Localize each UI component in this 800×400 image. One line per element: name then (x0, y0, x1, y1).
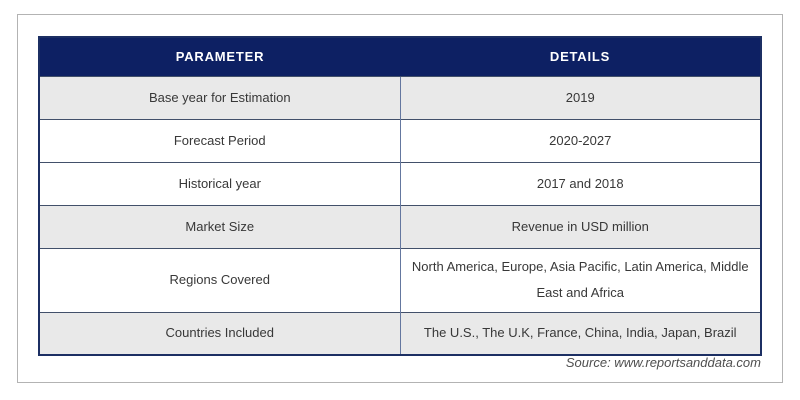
parameter-cell: Market Size (39, 204, 401, 248)
report-scope-card: PARAMETER DETAILS Base year for Estimati… (17, 14, 783, 383)
table-row: Forecast Period 2020-2027 (39, 118, 761, 162)
table-row: Market Size Revenue in USD million (39, 204, 761, 248)
parameter-cell: Countries Included (39, 311, 401, 355)
table-row: Regions Covered North America, Europe, A… (39, 247, 761, 312)
parameter-cell: Forecast Period (39, 118, 401, 162)
source-attribution: Source: www.reportsanddata.com (565, 355, 761, 370)
table-header-row: PARAMETER DETAILS (39, 37, 761, 77)
parameter-cell: Base year for Estimation (39, 75, 401, 119)
details-cell: North America, Europe, Asia Pacific, Lat… (400, 247, 761, 312)
table-row: Countries Included The U.S., The U.K, Fr… (39, 311, 761, 355)
details-cell: 2020-2027 (400, 118, 761, 162)
parameter-cell: Historical year (39, 161, 401, 205)
details-cell: The U.S., The U.K, France, China, India,… (400, 311, 761, 355)
table-body: Base year for Estimation 2019 Forecast P… (39, 75, 761, 355)
column-header-parameter: PARAMETER (39, 37, 400, 77)
parameter-cell: Regions Covered (39, 247, 401, 312)
parameter-details-table: PARAMETER DETAILS Base year for Estimati… (38, 36, 762, 356)
details-cell: 2019 (400, 75, 761, 119)
table-row: Historical year 2017 and 2018 (39, 161, 761, 205)
column-header-details: DETAILS (400, 37, 761, 77)
details-cell: Revenue in USD million (400, 204, 761, 248)
table-row: Base year for Estimation 2019 (39, 75, 761, 119)
details-cell: 2017 and 2018 (400, 161, 761, 205)
